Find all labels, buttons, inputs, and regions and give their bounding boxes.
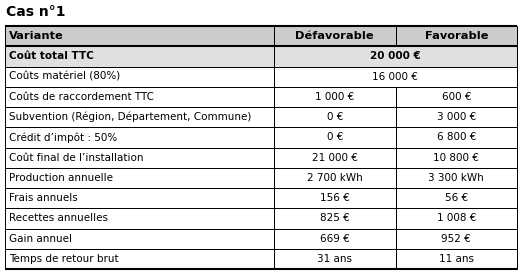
Bar — [5, 229, 274, 249]
Bar — [274, 127, 396, 147]
Bar — [274, 87, 396, 107]
Bar — [274, 26, 396, 46]
Bar — [5, 208, 274, 229]
Text: 3 000 €: 3 000 € — [437, 112, 476, 122]
Text: 16 000 €: 16 000 € — [373, 72, 418, 82]
Text: Recettes annuelles: Recettes annuelles — [9, 213, 108, 223]
Text: Coût total TTC: Coût total TTC — [9, 51, 94, 61]
Bar — [5, 67, 274, 87]
Text: 1 008 €: 1 008 € — [436, 213, 476, 223]
Bar — [274, 107, 396, 127]
Text: Cas n°1: Cas n°1 — [6, 5, 65, 19]
Bar — [5, 46, 274, 67]
Text: 20 000 €: 20 000 € — [370, 51, 421, 61]
Text: Production annuelle: Production annuelle — [9, 173, 113, 183]
Bar — [5, 249, 274, 269]
Bar — [5, 87, 274, 107]
Text: Subvention (Région, Département, Commune): Subvention (Région, Département, Commune… — [9, 112, 252, 122]
Bar — [396, 168, 517, 188]
Bar — [274, 147, 396, 168]
Text: 3 300 kWh: 3 300 kWh — [429, 173, 484, 183]
Text: Coûts de raccordement TTC: Coûts de raccordement TTC — [9, 92, 154, 102]
Bar — [396, 188, 517, 208]
Text: Défavorable: Défavorable — [295, 31, 374, 41]
Bar — [396, 208, 517, 229]
Bar — [5, 168, 274, 188]
Text: 600 €: 600 € — [442, 92, 471, 102]
Text: 11 ans: 11 ans — [439, 254, 474, 264]
Bar — [396, 127, 517, 147]
Text: 669 €: 669 € — [320, 234, 350, 244]
Text: Favorable: Favorable — [424, 31, 488, 41]
Text: 10 800 €: 10 800 € — [433, 153, 479, 163]
Text: Coûts matériel (80%): Coûts matériel (80%) — [9, 72, 120, 82]
Text: 0 €: 0 € — [327, 132, 343, 143]
Bar — [5, 147, 274, 168]
Text: 6 800 €: 6 800 € — [436, 132, 476, 143]
Text: 0 €: 0 € — [327, 112, 343, 122]
Text: 825 €: 825 € — [320, 213, 350, 223]
Text: 156 €: 156 € — [320, 193, 350, 203]
Bar — [274, 229, 396, 249]
Text: Variante: Variante — [9, 31, 64, 41]
Text: Frais annuels: Frais annuels — [9, 193, 78, 203]
Text: 952 €: 952 € — [442, 234, 471, 244]
Text: 56 €: 56 € — [445, 193, 468, 203]
Bar — [274, 188, 396, 208]
Bar — [274, 249, 396, 269]
Text: Coût final de l’installation: Coût final de l’installation — [9, 153, 144, 163]
Text: 31 ans: 31 ans — [317, 254, 352, 264]
Text: 21 000 €: 21 000 € — [312, 153, 358, 163]
Bar — [5, 188, 274, 208]
Bar — [5, 127, 274, 147]
Text: 2 700 kWh: 2 700 kWh — [307, 173, 363, 183]
Bar — [274, 208, 396, 229]
Bar — [396, 87, 517, 107]
Bar — [396, 107, 517, 127]
Bar — [396, 147, 517, 168]
Text: Temps de retour brut: Temps de retour brut — [9, 254, 118, 264]
Bar — [5, 107, 274, 127]
Bar — [274, 168, 396, 188]
Text: Crédit d’impôt : 50%: Crédit d’impôt : 50% — [9, 132, 117, 143]
Bar — [274, 46, 517, 67]
Text: 1 000 €: 1 000 € — [315, 92, 354, 102]
Bar — [396, 26, 517, 46]
Bar — [396, 249, 517, 269]
Bar — [5, 26, 274, 46]
Bar — [274, 67, 517, 87]
Bar — [396, 229, 517, 249]
Text: Gain annuel: Gain annuel — [9, 234, 72, 244]
